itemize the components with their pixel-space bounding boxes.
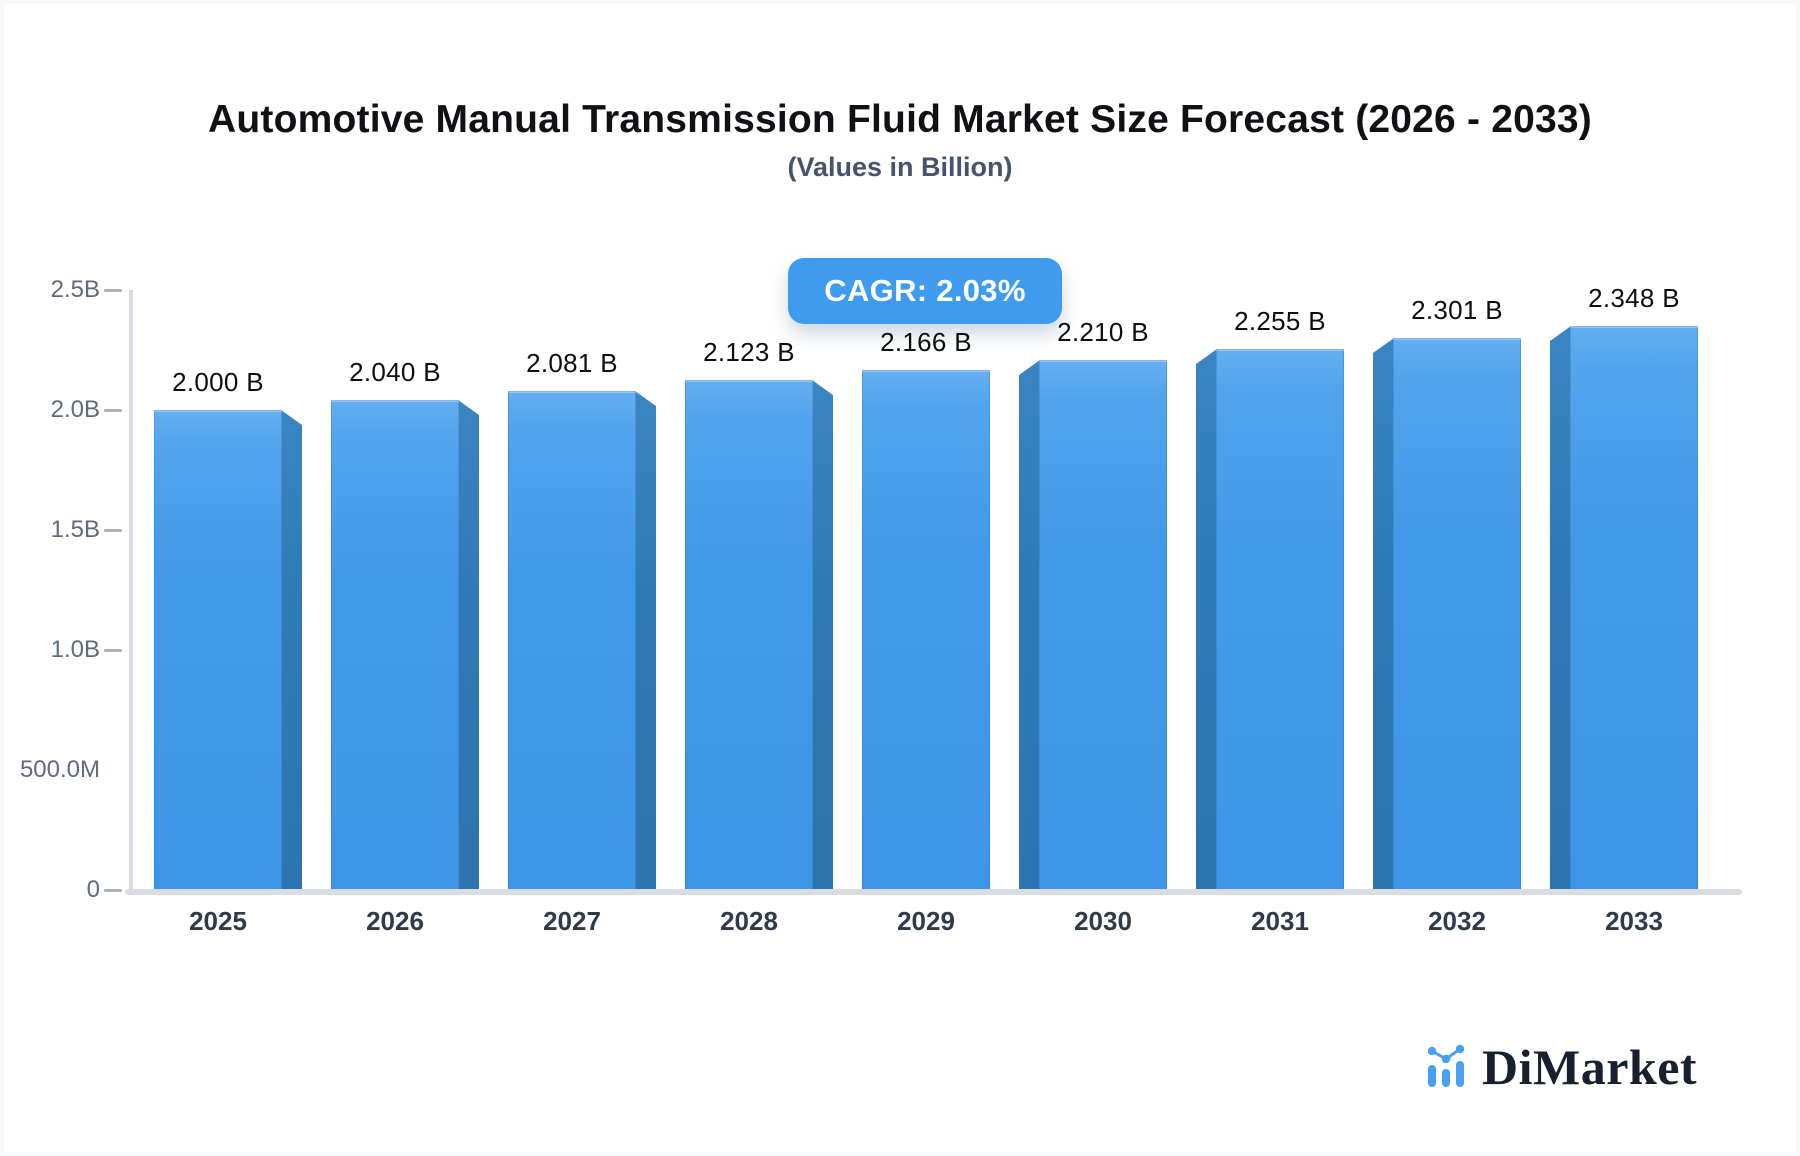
x-axis-label-2029: 2029 — [897, 906, 955, 936]
dimarket-logo-icon — [1428, 1044, 1465, 1087]
chart-subtitle: (Values in Billion) — [787, 152, 1013, 182]
dimarket-logo-text: DiMarket — [1482, 1039, 1698, 1095]
y-axis-line — [129, 290, 133, 891]
bar-value-label-2030: 2.210 B — [1057, 317, 1149, 347]
bar-side-face-2026 — [458, 400, 479, 890]
bar-value-label-2026: 2.040 B — [349, 357, 441, 387]
bar-side-face-2031 — [1196, 349, 1217, 890]
y-axis-tick-2.0B — [104, 409, 122, 412]
x-axis-label-2027: 2027 — [543, 906, 601, 936]
y-axis-tick-2.5B — [104, 289, 122, 292]
bar-2031 — [1216, 349, 1344, 890]
bar-2029 — [862, 370, 990, 890]
bar-side-face-2032 — [1373, 338, 1394, 890]
y-axis-tick-1.0B — [104, 649, 122, 652]
y-axis-label-500.0M: 500.0M — [19, 756, 100, 783]
bar-value-label-2028: 2.123 B — [703, 337, 795, 367]
y-axis-label-1.5B: 1.5B — [50, 516, 100, 543]
y-axis-label-1.0B: 1.0B — [50, 636, 100, 663]
bar-2030 — [1039, 360, 1167, 890]
x-axis-label-2032: 2032 — [1428, 906, 1486, 936]
x-axis-label-2028: 2028 — [720, 906, 778, 936]
chart-title: Automotive Manual Transmission Fluid Mar… — [208, 98, 1592, 141]
bar-2028 — [685, 380, 813, 890]
y-axis-label-2.0B: 2.0B — [50, 396, 100, 423]
bar-value-label-2033: 2.348 B — [1588, 283, 1680, 313]
y-axis-tick-0 — [104, 889, 122, 892]
x-axis-label-2033: 2033 — [1605, 906, 1663, 936]
cagr-badge: CAGR: 2.03% — [788, 258, 1062, 324]
bar-value-label-2029: 2.166 B — [880, 327, 972, 357]
x-axis-baseline — [125, 889, 1742, 895]
bar-2025 — [154, 410, 282, 890]
bar-2032 — [1393, 338, 1521, 890]
bar-side-face-2027 — [635, 391, 656, 890]
x-axis-label-2030: 2030 — [1074, 906, 1132, 936]
y-axis-label-0: 0 — [86, 876, 100, 903]
bar-side-face-2033 — [1550, 326, 1571, 890]
bar-side-face-2025 — [281, 410, 302, 890]
y-axis-label-2.5B: 2.5B — [50, 276, 100, 303]
bar-value-label-2025: 2.000 B — [172, 367, 264, 397]
bar-value-label-2027: 2.081 B — [526, 348, 618, 378]
dimarket-logo: DiMarket — [1428, 1042, 1697, 1092]
bar-2027 — [508, 391, 636, 890]
x-axis-label-2026: 2026 — [366, 906, 424, 936]
x-axis-label-2025: 2025 — [189, 906, 247, 936]
bar-2033 — [1570, 326, 1698, 890]
bar-side-face-2028 — [812, 380, 833, 890]
y-axis-tick-1.5B — [104, 529, 122, 532]
bar-value-label-2031: 2.255 B — [1234, 306, 1326, 336]
x-axis-label-2031: 2031 — [1251, 906, 1309, 936]
bar-value-label-2032: 2.301 B — [1411, 295, 1503, 325]
cagr-badge-label: CAGR: 2.03% — [824, 273, 1026, 308]
bar-2026 — [331, 400, 459, 890]
bar-side-face-2030 — [1019, 360, 1040, 890]
